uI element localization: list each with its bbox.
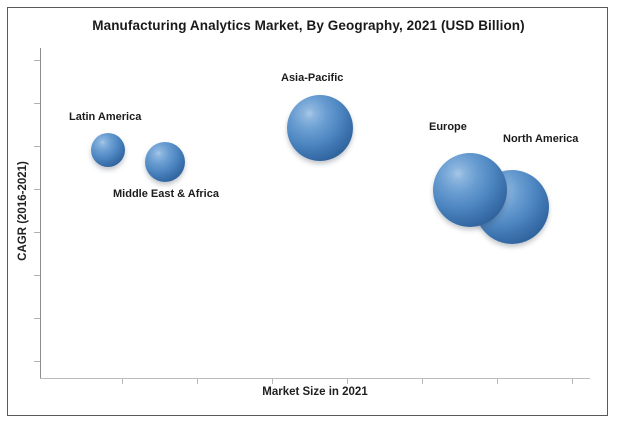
x-axis-tick (347, 379, 348, 384)
y-axis-tick (34, 189, 40, 190)
x-axis-tick (272, 379, 273, 384)
y-axis-title: CAGR (2016-2021) (17, 161, 29, 261)
y-axis-tick (34, 361, 40, 362)
bubble-latin-america[interactable] (91, 133, 125, 167)
x-axis-tick (497, 379, 498, 384)
y-axis-tick (34, 232, 40, 233)
x-axis-tick (122, 379, 123, 384)
chart-title: Manufacturing Analytics Market, By Geogr… (92, 18, 525, 33)
y-axis-line (40, 48, 41, 379)
x-axis-title: Market Size in 2021 (262, 386, 368, 398)
x-axis-line (40, 378, 590, 379)
bubble-label-latin-america: Latin America (69, 111, 142, 123)
bubble-middle-east-africa[interactable] (145, 142, 185, 182)
x-axis-tick (197, 379, 198, 384)
x-axis-tick (422, 379, 423, 384)
bubble-asia-pacific[interactable] (287, 95, 353, 161)
y-axis-tick (34, 318, 40, 319)
bubble-label-middle-east-africa: Middle East & Africa (113, 188, 219, 200)
bubble-label-north-america: North America (503, 133, 579, 145)
y-axis-tick (34, 275, 40, 276)
bubble-label-europe: Europe (429, 121, 467, 133)
bubble-label-asia-pacific: Asia-Pacific (281, 72, 344, 84)
y-axis-tick (34, 146, 40, 147)
x-axis-tick (572, 379, 573, 384)
bubble-europe[interactable] (433, 153, 507, 227)
y-axis-tick (34, 60, 40, 61)
y-axis-tick (34, 103, 40, 104)
